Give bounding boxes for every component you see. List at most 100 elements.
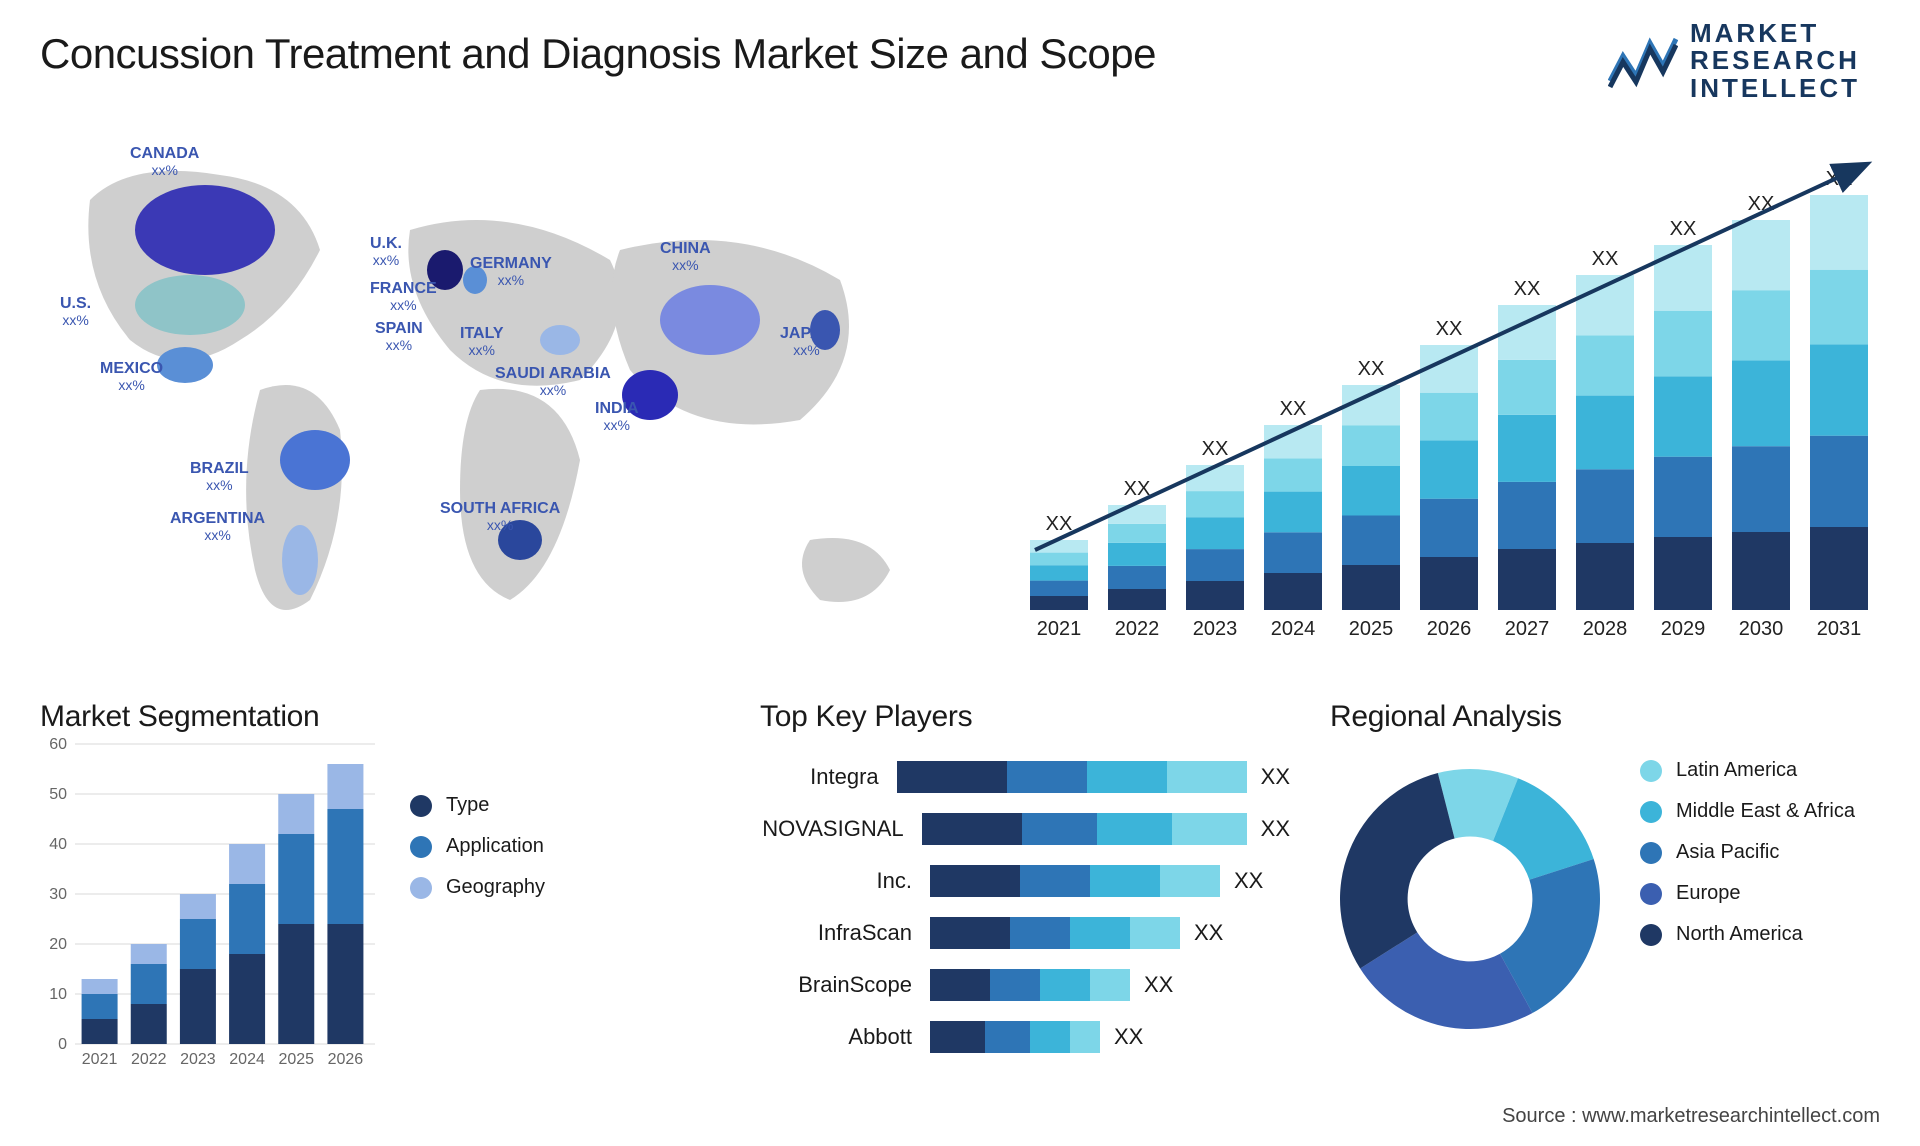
svg-text:2021: 2021 — [1037, 618, 1082, 640]
svg-text:2024: 2024 — [1271, 618, 1316, 640]
seg-legend-application: Application — [410, 835, 545, 858]
svg-text:2026: 2026 — [328, 1051, 364, 1068]
svg-text:10: 10 — [49, 986, 67, 1003]
region-legend-latin-america: Latin America — [1640, 759, 1855, 782]
player-bar — [930, 1021, 1100, 1053]
player-bar — [897, 761, 1247, 793]
map-label-mexico: MEXICOxx% — [100, 360, 163, 393]
regional-title: Regional Analysis — [1330, 700, 1880, 734]
svg-text:XX: XX — [1280, 398, 1307, 420]
svg-text:2024: 2024 — [229, 1051, 265, 1068]
market-size-svg: XX 2021 XX 2022 XX 2023 XX 2024 XX 2025 XX 2026 XX 20… — [1010, 140, 1880, 650]
map-label-italy: ITALYxx% — [460, 325, 504, 358]
logo-line2: RESEARCH — [1690, 47, 1860, 74]
svg-text:XX: XX — [1358, 358, 1385, 380]
segmentation-title: Market Segmentation — [40, 700, 600, 734]
player-row: Integra XX — [760, 759, 1290, 795]
player-name: Integra — [760, 764, 897, 790]
map-label-saudi-arabia: SAUDI ARABIAxx% — [495, 365, 611, 398]
segmentation-block: Market Segmentation 01020304050602021202… — [40, 700, 600, 1079]
player-name: InfraScan — [760, 920, 930, 946]
player-row: Abbott XX — [760, 1019, 1290, 1055]
map-label-spain: SPAINxx% — [375, 320, 423, 353]
svg-text:2030: 2030 — [1739, 618, 1784, 640]
region-legend-asia-pacific: Asia Pacific — [1640, 841, 1855, 864]
world-map: CANADAxx% U.S.xx% MEXICOxx% BRAZILxx% ARGENT… — [40, 140, 940, 650]
svg-text:2029: 2029 — [1661, 618, 1706, 640]
player-name: Abbott — [760, 1024, 930, 1050]
player-row: NOVASIGNAL XX — [760, 811, 1290, 847]
svg-text:XX: XX — [1202, 438, 1229, 460]
svg-text:2021: 2021 — [82, 1051, 118, 1068]
svg-text:XX: XX — [1670, 218, 1697, 240]
player-value: XX — [1261, 816, 1290, 842]
svg-text:2022: 2022 — [131, 1051, 167, 1068]
segmentation-chart: 0102030405060202120222023202420252026 — [40, 734, 380, 1074]
source-label: Source : www.marketresearchintellect.com — [1502, 1105, 1880, 1128]
svg-text:40: 40 — [49, 836, 67, 853]
map-label-canada: CANADAxx% — [130, 145, 199, 178]
region-legend-north-america: North America — [1640, 923, 1855, 946]
svg-text:2025: 2025 — [1349, 618, 1394, 640]
svg-text:2031: 2031 — [1817, 618, 1862, 640]
logo-line1: MARKET — [1690, 20, 1860, 47]
players-block: Top Key Players IntegraXXNOVASIGNALXXInc… — [760, 700, 1290, 1071]
player-bar — [930, 865, 1220, 897]
player-value: XX — [1194, 920, 1223, 946]
svg-text:2023: 2023 — [180, 1051, 216, 1068]
map-label-germany: GERMANYxx% — [470, 255, 552, 288]
segmentation-legend: Type Application Geography — [410, 794, 545, 917]
svg-text:50: 50 — [49, 786, 67, 803]
svg-text:2023: 2023 — [1193, 618, 1238, 640]
svg-text:2022: 2022 — [1115, 618, 1160, 640]
seg-legend-geography: Geography — [410, 876, 545, 899]
map-label-brazil: BRAZILxx% — [190, 460, 249, 493]
players-rows: IntegraXXNOVASIGNALXXInc.XXInfraScanXXBr… — [760, 759, 1290, 1055]
svg-text:XX: XX — [1592, 248, 1619, 270]
map-svg — [40, 140, 940, 650]
player-bar — [930, 917, 1180, 949]
player-value: XX — [1114, 1024, 1143, 1050]
map-label-south-africa: SOUTH AFRICAxx% — [440, 500, 560, 533]
region-legend-middle-east-africa: Middle East & Africa — [1640, 800, 1855, 823]
regional-legend: Latin America Middle East & Africa Asia Pa… — [1640, 759, 1855, 964]
player-value: XX — [1144, 972, 1173, 998]
svg-text:30: 30 — [49, 886, 67, 903]
player-row: Inc. XX — [760, 863, 1290, 899]
player-row: BrainScope XX — [760, 967, 1290, 1003]
svg-text:2027: 2027 — [1505, 618, 1550, 640]
player-name: Inc. — [760, 868, 930, 894]
logo-line3: INTELLECT — [1690, 75, 1860, 102]
map-label-japan: JAPANxx% — [780, 325, 833, 358]
player-value: XX — [1261, 764, 1290, 790]
player-bar — [930, 969, 1130, 1001]
svg-text:0: 0 — [58, 1036, 67, 1053]
logo: MARKET RESEARCH INTELLECT — [1608, 20, 1860, 102]
map-label-china: CHINAxx% — [660, 240, 711, 273]
page-title: Concussion Treatment and Diagnosis Marke… — [40, 30, 1156, 78]
svg-text:20: 20 — [49, 936, 67, 953]
map-label-u-k-: U.K.xx% — [370, 235, 402, 268]
region-legend-europe: Europe — [1640, 882, 1855, 905]
map-label-france: FRANCExx% — [370, 280, 437, 313]
logo-text: MARKET RESEARCH INTELLECT — [1690, 20, 1860, 102]
players-title: Top Key Players — [760, 700, 1290, 734]
svg-text:XX: XX — [1046, 513, 1073, 535]
map-label-u-s-: U.S.xx% — [60, 295, 91, 328]
svg-text:2028: 2028 — [1583, 618, 1628, 640]
svg-text:2025: 2025 — [278, 1051, 314, 1068]
regional-donut — [1330, 759, 1610, 1039]
player-bar — [922, 813, 1247, 845]
player-value: XX — [1234, 868, 1263, 894]
svg-text:XX: XX — [1514, 278, 1541, 300]
player-name: BrainScope — [760, 972, 930, 998]
map-label-argentina: ARGENTINAxx% — [170, 510, 265, 543]
player-name: NOVASIGNAL — [760, 816, 922, 842]
svg-text:XX: XX — [1436, 318, 1463, 340]
svg-text:2026: 2026 — [1427, 618, 1472, 640]
seg-legend-type: Type — [410, 794, 545, 817]
logo-icon — [1608, 31, 1678, 91]
player-row: InfraScan XX — [760, 915, 1290, 951]
market-size-chart: XX 2021 XX 2022 XX 2023 XX 2024 XX 2025 XX 2026 XX 20… — [1010, 140, 1880, 650]
map-label-india: INDIAxx% — [595, 400, 639, 433]
